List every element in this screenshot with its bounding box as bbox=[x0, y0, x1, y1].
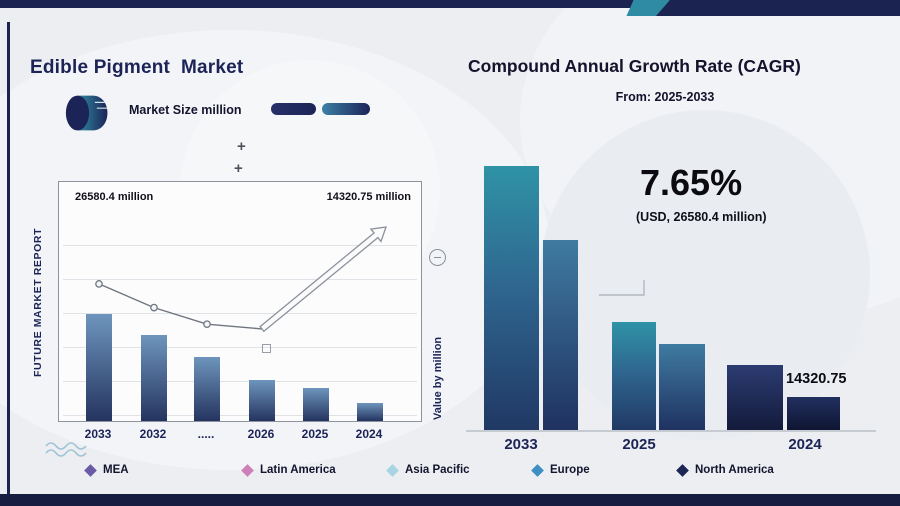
annotation-2024-value: 14320.75 million bbox=[326, 191, 411, 203]
cagr-bar-2025-2 bbox=[659, 344, 705, 431]
region-diamond-icon bbox=[241, 463, 254, 477]
region-label: Asia Pacific bbox=[405, 464, 470, 476]
x-label-2026: 2026 bbox=[247, 427, 275, 441]
trend-line-arrow bbox=[95, 226, 387, 333]
region-diamond-icon bbox=[386, 463, 399, 477]
legend-pill-dark bbox=[271, 103, 316, 115]
region-legend: MEA Latin America Asia Pacific Europe North … bbox=[0, 463, 900, 486]
market-bar-2032 bbox=[141, 335, 167, 421]
region-label: MEA bbox=[103, 464, 129, 476]
top-border-bar bbox=[0, 0, 900, 8]
x-axis-line bbox=[466, 430, 876, 432]
legend-item-latin-america: Latin America bbox=[241, 463, 336, 477]
cagr-bar-area bbox=[468, 160, 872, 431]
top-bar-right-band bbox=[656, 0, 900, 16]
x-label-2024: 2024 bbox=[355, 427, 383, 441]
plus-icon: + bbox=[234, 160, 243, 177]
minus-circle-icon bbox=[429, 249, 446, 266]
plus-icon: + bbox=[237, 138, 246, 155]
bottom-border-bar bbox=[0, 494, 900, 506]
x-label-2033: 2033 bbox=[504, 436, 538, 453]
wave-icon bbox=[45, 442, 87, 457]
region-label: Europe bbox=[550, 464, 590, 476]
cagr-detail: (USD, 26580.4 million) bbox=[636, 210, 767, 224]
cagr-bar-2033-2 bbox=[543, 240, 578, 431]
region-diamond-icon bbox=[676, 463, 689, 477]
region-label: Latin America bbox=[260, 464, 336, 476]
legend-pill-gradient bbox=[322, 103, 370, 115]
x-label-2025: 2025 bbox=[622, 436, 656, 453]
cagr-title: Compound Annual Growth Rate (CAGR) bbox=[468, 56, 801, 76]
region-diamond-icon bbox=[531, 463, 544, 477]
market-bar-2026 bbox=[249, 380, 275, 421]
left-chart-x-axis: 2033 2032..... 2026 2025 2024 bbox=[58, 427, 422, 443]
legend-item-asia-pacific: Asia Pacific bbox=[386, 463, 470, 477]
value-label-2024: 14320.75 bbox=[786, 371, 847, 387]
legend-item-europe: Europe bbox=[531, 463, 590, 477]
square-icon bbox=[262, 344, 271, 353]
legend-item-mea: MEA bbox=[84, 463, 129, 477]
legend-item-north-america: North America bbox=[676, 463, 774, 477]
future-market-chart: 26580.4 million 14320.75 million bbox=[58, 181, 422, 422]
x-label-.....: ..... bbox=[197, 427, 215, 441]
x-label-2024: 2024 bbox=[788, 436, 822, 453]
right-chart-ylabel: Value by million bbox=[432, 336, 444, 420]
x-label-2032: 2032 bbox=[139, 427, 167, 441]
cagr-value: 7.65% bbox=[640, 162, 743, 203]
market-bar-..... bbox=[194, 357, 220, 421]
annotation-2033-value: 26580.4 million bbox=[75, 191, 154, 203]
market-bar-2033 bbox=[86, 314, 112, 421]
cagr-bar-2025-1 bbox=[612, 322, 656, 431]
cagr-bar-2033-1 bbox=[484, 166, 539, 431]
left-chart-ylabel: FUTURE MARKET REPORT bbox=[32, 227, 44, 377]
cagr-bar-2024-1 bbox=[727, 365, 783, 431]
background-blob bbox=[540, 110, 870, 440]
region-label: North America bbox=[695, 464, 774, 476]
bar-series bbox=[59, 182, 421, 421]
market-size-icon bbox=[65, 95, 108, 131]
page-title: Edible Pigment Market bbox=[30, 57, 244, 78]
market-bar-2024 bbox=[357, 403, 383, 421]
x-label-2025: 2025 bbox=[301, 427, 329, 441]
x-label-2033: 2033 bbox=[84, 427, 112, 441]
cagr-subtitle: From: 2025-2033 bbox=[615, 90, 715, 104]
left-border-line bbox=[7, 22, 10, 506]
market-bar-2025 bbox=[303, 388, 329, 421]
cagr-bar-2024-2 bbox=[787, 397, 840, 431]
region-diamond-icon bbox=[84, 463, 97, 477]
step-line-decoration bbox=[599, 280, 645, 296]
market-size-label: Market Size million bbox=[129, 103, 242, 117]
